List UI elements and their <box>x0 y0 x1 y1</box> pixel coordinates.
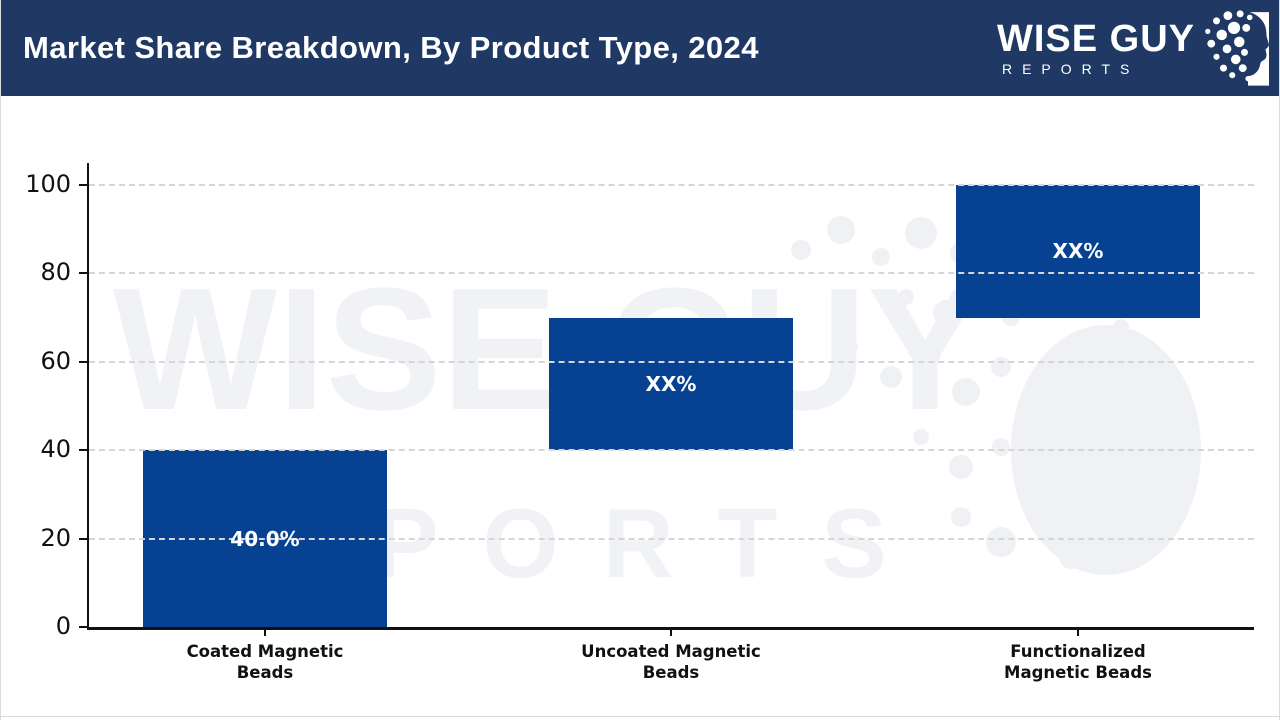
y-tick-label: 60 <box>40 346 71 375</box>
x-category-label: Coated Magnetic Beads <box>186 642 344 683</box>
x-tick-mark <box>1077 627 1079 636</box>
y-tick-label: 20 <box>40 523 71 552</box>
bar-value-label: XX% <box>645 371 697 396</box>
y-tick-mark <box>79 184 89 186</box>
y-tick-mark <box>79 626 89 628</box>
bar-segment <box>956 185 1200 318</box>
y-tick-mark <box>79 360 89 363</box>
y-tick-label: 40 <box>40 435 71 464</box>
bar-segment <box>549 317 793 451</box>
gridline <box>89 449 1254 452</box>
bar-value-label: 40.0% <box>230 526 300 551</box>
watermark-wordmark: WISE GUY <box>113 251 984 446</box>
y-axis-line <box>87 163 89 627</box>
y-tick-label: 80 <box>40 258 71 287</box>
x-axis-line <box>87 627 1254 630</box>
chart-title: Market Share Breakdown, By Product Type,… <box>23 30 759 65</box>
bar-value-label: XX% <box>1052 239 1104 264</box>
gridline <box>89 537 1254 540</box>
gridline <box>89 360 1254 363</box>
gridline <box>89 272 1254 275</box>
x-category-label: Uncoated Magnetic Beads <box>581 642 761 683</box>
y-tick-mark <box>79 449 89 452</box>
x-tick-mark <box>264 627 266 636</box>
x-tick-mark <box>670 627 672 636</box>
wiseguy-logo: WISE GUY REPORTS <box>997 7 1269 89</box>
logo-wordmark: WISE GUY REPORTS <box>997 20 1195 76</box>
logo-wordmark-sub: REPORTS <box>1001 61 1140 77</box>
y-tick-mark <box>79 537 89 540</box>
wiseguy-head-icon <box>1205 10 1269 86</box>
bottom-border <box>1 716 1279 717</box>
y-tick-label: 0 <box>55 612 71 640</box>
x-category-label: Functionalized Magnetic Beads <box>1004 642 1152 683</box>
header-bar: Market Share Breakdown, By Product Type,… <box>1 0 1279 96</box>
y-tick-label: 100 <box>25 170 71 198</box>
gridline <box>89 184 1254 186</box>
bar-chart: WISE GUY REPORTS 40.0% Coated Magnetic Be… <box>1 96 1279 720</box>
logo-wordmark-main: WISE GUY <box>996 18 1195 60</box>
y-tick-mark <box>79 272 89 275</box>
